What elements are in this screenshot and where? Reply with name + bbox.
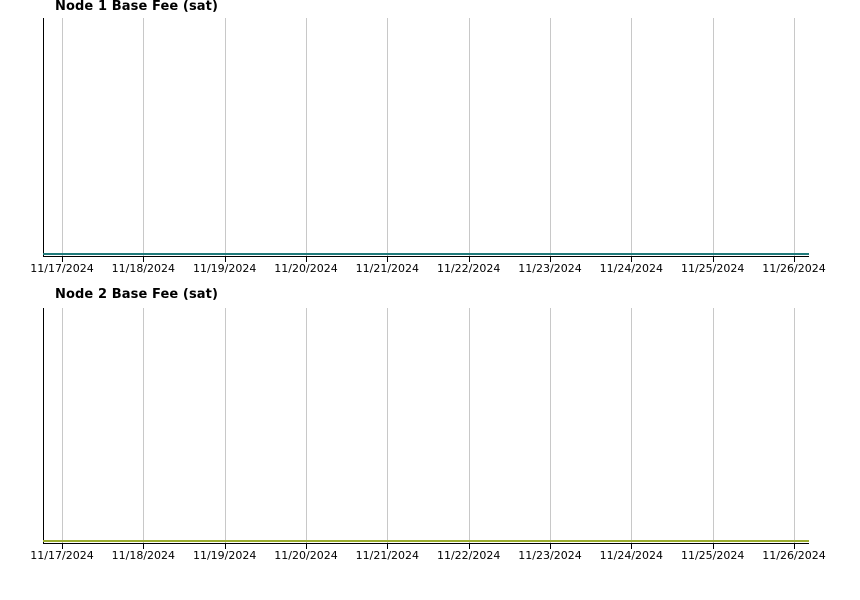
node-2-base-fee-chart-panel: Node 2 Base Fee (sat) 11/17/2024 11/18/20… <box>0 287 860 576</box>
x-axis-tick-label: 11/25/2024 <box>680 262 745 275</box>
gridline <box>794 308 795 543</box>
gridline <box>550 308 551 543</box>
axis-tick <box>387 257 389 262</box>
axis-tick <box>224 544 226 549</box>
gridline <box>62 18 63 256</box>
gridline <box>387 18 389 256</box>
x-axis-tick-label: 11/24/2024 <box>599 262 664 275</box>
axis-tick <box>550 257 551 262</box>
gridlines-node-2 <box>43 308 809 543</box>
gridline <box>794 18 795 256</box>
axis-tick <box>794 544 795 549</box>
gridline <box>306 18 307 256</box>
axis-tick <box>143 257 145 262</box>
gridline <box>62 308 63 543</box>
axis-tick <box>712 257 714 262</box>
gridline <box>387 308 389 543</box>
gridline <box>224 18 226 256</box>
x-axis-tick-label: 11/18/2024 <box>111 549 176 562</box>
axis-tick <box>468 544 470 549</box>
axis-tick <box>62 544 63 549</box>
x-axis-tick-label: 11/20/2024 <box>274 262 338 275</box>
plot-area-node-1 <box>43 18 809 256</box>
axis-tick <box>712 544 714 549</box>
axis-tick <box>143 544 145 549</box>
plot-area-node-2 <box>43 308 809 543</box>
x-axis-tick-label: 11/19/2024 <box>192 549 257 562</box>
gridline <box>631 308 633 543</box>
gridlines-node-1 <box>43 18 809 256</box>
x-axis-tick-label: 11/22/2024 <box>436 549 501 562</box>
x-axis-tick-label: 11/22/2024 <box>436 262 501 275</box>
y-axis-node-2 <box>43 308 44 543</box>
x-axis-tick-label: 11/25/2024 <box>680 549 745 562</box>
axis-tick <box>62 257 63 262</box>
x-axis-tick-label: 11/23/2024 <box>518 262 582 275</box>
chart-title-node-2: Node 2 Base Fee (sat) <box>55 287 219 302</box>
x-axis-tick-label: 11/26/2024 <box>762 262 826 275</box>
axis-tick <box>631 257 633 262</box>
gridline <box>224 308 226 543</box>
gridline <box>631 18 633 256</box>
axis-tick <box>468 257 470 262</box>
axis-tick <box>306 544 307 549</box>
axis-tick <box>306 257 307 262</box>
x-axis-tick-label: 11/23/2024 <box>518 549 582 562</box>
gridline <box>712 18 714 256</box>
gridline <box>468 18 470 256</box>
chart-title-node-1: Node 1 Base Fee (sat) <box>55 0 219 14</box>
axis-tick <box>387 544 389 549</box>
x-axis-labels-node-1: 11/17/2024 11/18/2024 11/19/2024 11/20/2024… <box>0 262 860 278</box>
x-axis-tick-label: 11/21/2024 <box>355 262 420 275</box>
x-axis-tick-label: 11/24/2024 <box>599 549 664 562</box>
axis-tick <box>550 544 551 549</box>
x-axis-tick-label: 11/19/2024 <box>192 262 257 275</box>
gridline <box>143 308 145 543</box>
node-1-base-fee-chart-panel: Node 1 Base Fee (sat) 11/17/2024 11/18/20… <box>0 0 860 288</box>
gridline <box>143 18 145 256</box>
series-line-node-2 <box>43 540 809 542</box>
x-axis-tick-label: 11/20/2024 <box>274 549 338 562</box>
axis-tick <box>794 257 795 262</box>
series-line-node-1 <box>43 253 809 255</box>
x-axis-labels-node-2: 11/17/2024 11/18/2024 11/19/2024 11/20/2024… <box>0 549 860 565</box>
x-axis-node-2 <box>43 543 809 544</box>
gridline <box>468 308 470 543</box>
gridline <box>550 18 551 256</box>
x-axis-tick-label: 11/26/2024 <box>762 549 826 562</box>
x-axis-tick-label: 11/17/2024 <box>30 262 94 275</box>
y-axis-node-1 <box>43 18 44 256</box>
axis-tick <box>224 257 226 262</box>
axis-tick <box>631 544 633 549</box>
x-axis-tick-label: 11/17/2024 <box>30 549 94 562</box>
x-axis-tick-label: 11/21/2024 <box>355 549 420 562</box>
gridline <box>712 308 714 543</box>
gridline <box>306 308 307 543</box>
x-axis-node-1 <box>43 256 809 257</box>
x-axis-tick-label: 11/18/2024 <box>111 262 176 275</box>
